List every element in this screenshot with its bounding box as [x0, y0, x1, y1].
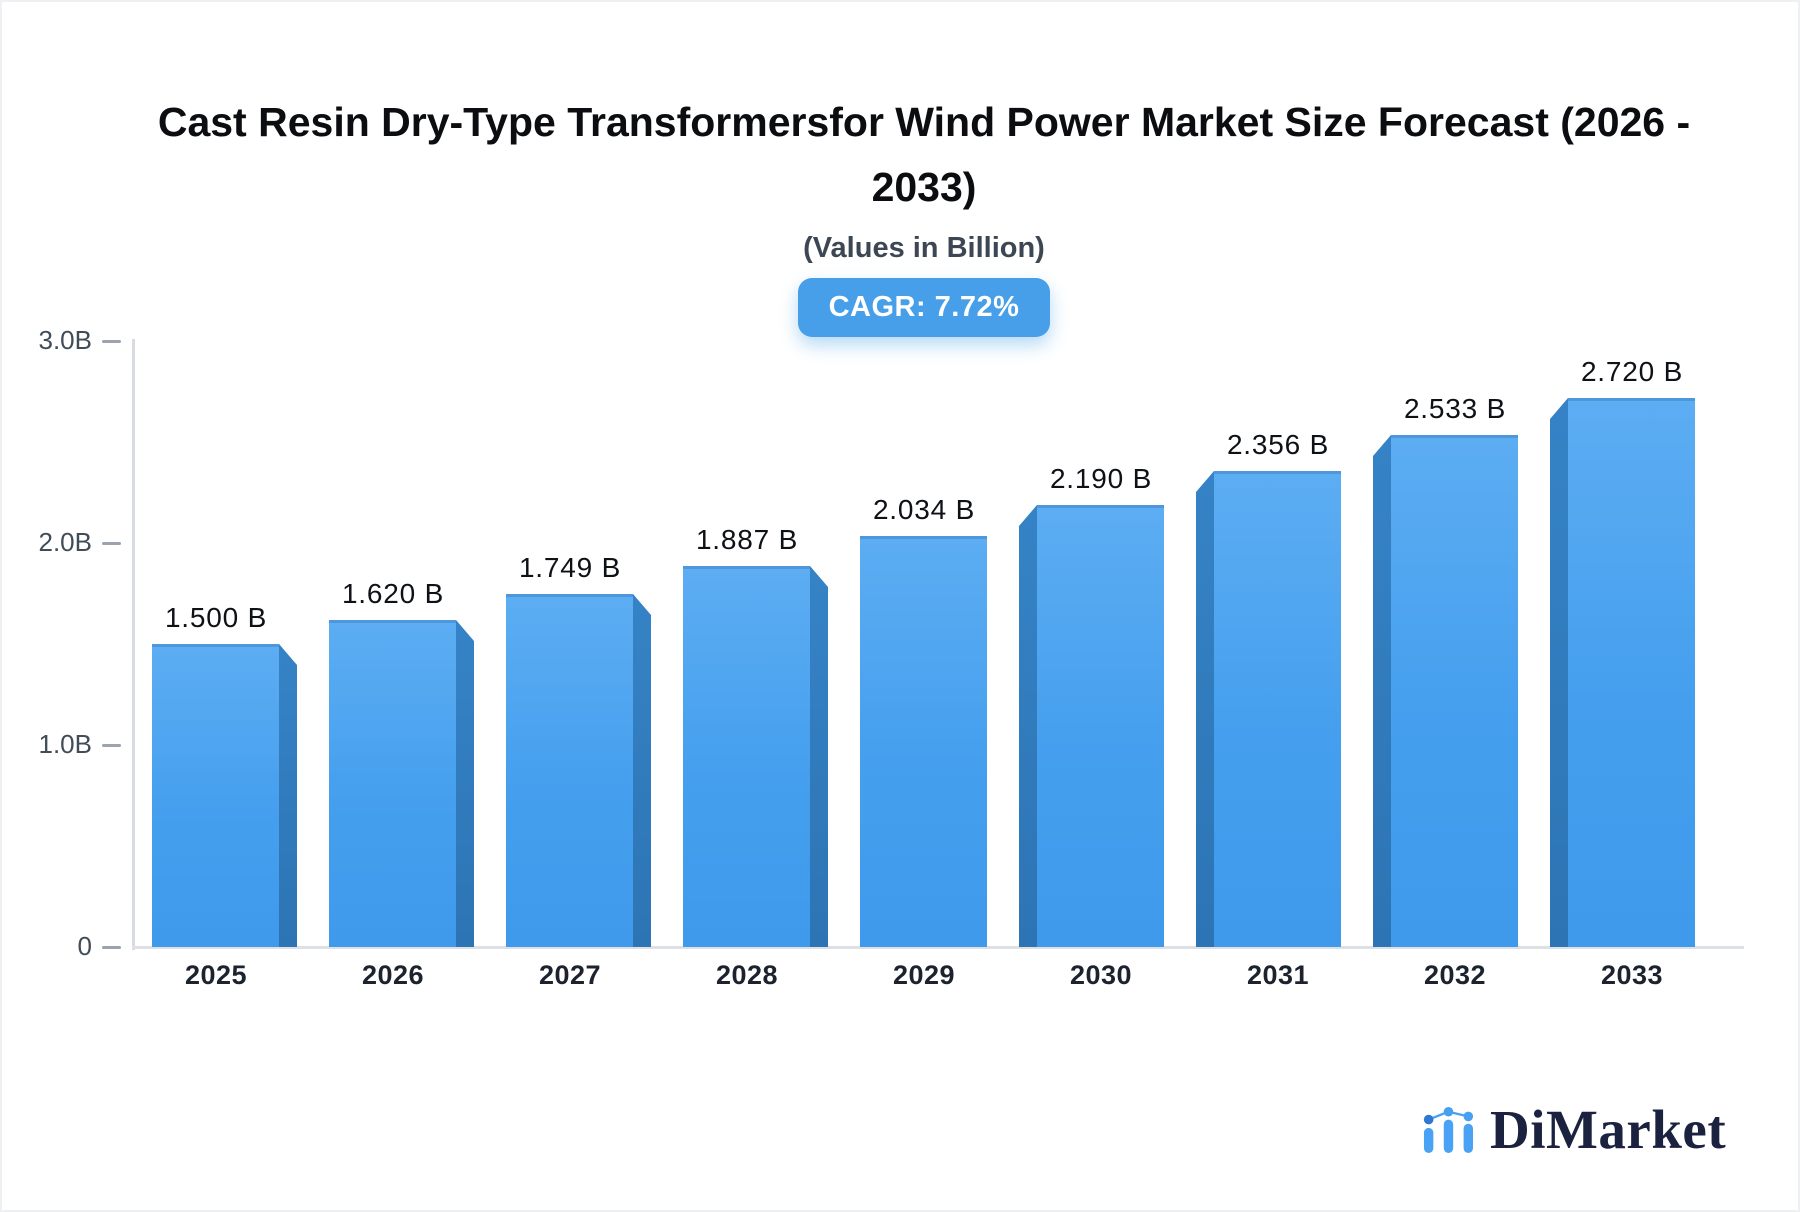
bar-side-3d — [633, 594, 651, 947]
bar-2029: 2.034 B 2029 — [842, 494, 1005, 990]
bar-face — [1037, 505, 1164, 947]
bar-side-3d — [1196, 471, 1214, 947]
bar-side-3d — [810, 566, 828, 947]
y-tick-mark — [102, 542, 121, 545]
x-tick-label-2033: 2033 — [1600, 960, 1664, 990]
y-axis-line — [132, 339, 135, 950]
bar-face — [860, 536, 987, 947]
y-tick-mark — [102, 340, 121, 343]
bar-value-label: 1.500 B — [164, 602, 268, 633]
bar-2025: 1.500 B 2025 — [134, 602, 297, 990]
bar-value-label: 2.190 B — [1049, 463, 1153, 494]
y-tick-label-2.0B: 2.0B — [38, 527, 93, 557]
x-tick-label-2029: 2029 — [892, 960, 956, 990]
x-tick-label-2031: 2031 — [1246, 960, 1310, 990]
bar-value-label: 2.720 B — [1580, 356, 1684, 387]
cagr-badge: CAGR: 7.72% — [797, 278, 1051, 337]
bar-value-label: 1.620 B — [341, 578, 445, 609]
bar-2027: 1.749 B 2027 — [488, 552, 651, 990]
bar-side-3d — [1550, 398, 1568, 947]
bar-face — [152, 644, 279, 947]
y-tick-label-1.0B: 1.0B — [38, 729, 93, 759]
y-tick-mark — [102, 946, 121, 949]
bar-2028: 1.887 B 2028 — [665, 524, 828, 990]
bar-value-label: 2.034 B — [872, 494, 976, 525]
brand-logo: DiMarket — [1422, 1098, 1726, 1161]
bar-2026: 1.620 B 2026 — [311, 578, 474, 990]
brand-name: DiMarket — [1490, 1099, 1727, 1160]
x-tick-label-2027: 2027 — [538, 960, 602, 990]
chart-header: Cast Resin Dry-Type Transformersfor Wind… — [58, 90, 1790, 337]
dimarket-chart-icon — [1423, 1106, 1474, 1153]
bar-2031: 2.356 B 2031 — [1196, 429, 1359, 990]
bar-value-label: 1.887 B — [695, 524, 799, 555]
y-tick-label-3.0B: 3.0B — [38, 325, 93, 355]
bar-value-label: 2.533 B — [1403, 393, 1507, 424]
bar-side-3d — [1373, 435, 1391, 947]
bar-face — [1391, 435, 1518, 947]
bar-face — [1568, 398, 1695, 947]
bar-side-3d — [279, 644, 297, 947]
chart-title: Cast Resin Dry-Type Transformersfor Wind… — [157, 99, 1691, 210]
bar-value-label: 1.749 B — [518, 552, 622, 583]
bar-2030: 2.190 B 2030 — [1019, 463, 1182, 990]
bar-face — [506, 594, 633, 947]
x-axis-line — [132, 946, 1744, 949]
bar-2033: 2.720 B 2033 — [1550, 356, 1713, 990]
bar-face — [1214, 471, 1341, 947]
x-tick-label-2026: 2026 — [361, 960, 425, 990]
x-tick-label-2025: 2025 — [184, 960, 248, 990]
chart-subtitle: (Values in Billion) — [803, 232, 1045, 264]
bar-side-3d — [1019, 505, 1037, 947]
x-tick-label-2028: 2028 — [715, 960, 779, 990]
bar-face — [329, 620, 456, 947]
bar-side-3d — [456, 620, 474, 947]
bar-face — [683, 566, 810, 947]
y-tick-label-0: 0 — [77, 931, 92, 961]
bar-value-label: 2.356 B — [1226, 429, 1330, 460]
x-tick-label-2030: 2030 — [1069, 960, 1133, 990]
x-tick-label-2032: 2032 — [1423, 960, 1487, 990]
y-tick-mark — [102, 744, 121, 747]
bar-2032: 2.533 B 2032 — [1373, 393, 1536, 990]
